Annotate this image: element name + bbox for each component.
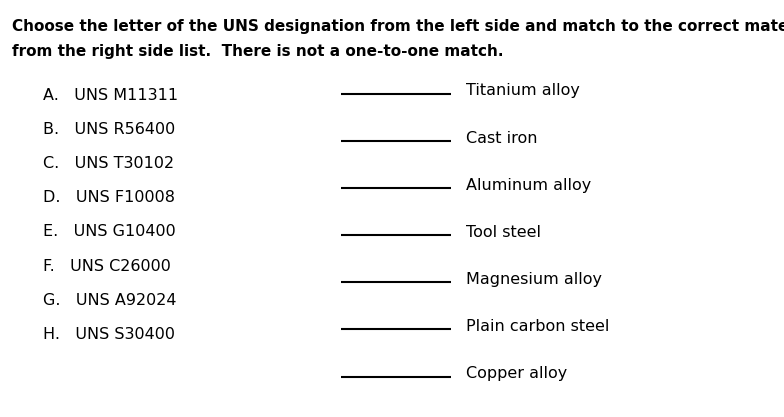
Text: C.   UNS T30102: C. UNS T30102 (43, 156, 174, 171)
Text: H.   UNS S30400: H. UNS S30400 (43, 327, 175, 342)
Text: G.   UNS A92024: G. UNS A92024 (43, 293, 176, 308)
Text: Aluminum alloy: Aluminum alloy (466, 178, 592, 193)
Text: F.   UNS C26000: F. UNS C26000 (43, 259, 171, 274)
Text: Copper alloy: Copper alloy (466, 366, 568, 381)
Text: E.   UNS G10400: E. UNS G10400 (43, 224, 176, 239)
Text: A.   UNS M11311: A. UNS M11311 (43, 88, 178, 103)
Text: Magnesium alloy: Magnesium alloy (466, 272, 602, 287)
Text: Plain carbon steel: Plain carbon steel (466, 319, 610, 334)
Text: Titanium alloy: Titanium alloy (466, 83, 580, 98)
Text: B.   UNS R56400: B. UNS R56400 (43, 122, 176, 137)
Text: D.   UNS F10008: D. UNS F10008 (43, 190, 175, 205)
Text: from the right side list.  There is not a one-to-one match.: from the right side list. There is not a… (12, 44, 503, 59)
Text: Choose the letter of the UNS designation from the left side and match to the cor: Choose the letter of the UNS designation… (12, 19, 784, 34)
Text: Tool steel: Tool steel (466, 225, 542, 240)
Text: Cast iron: Cast iron (466, 131, 538, 146)
